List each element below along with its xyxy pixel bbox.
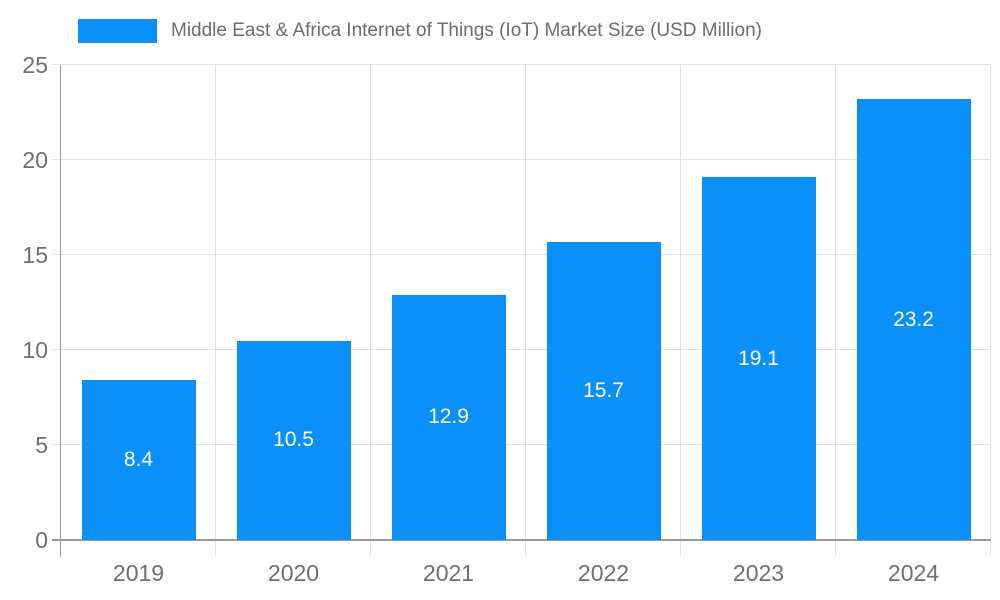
v-gridline [680, 65, 681, 556]
y-tick-mark [52, 64, 61, 65]
y-axis-tick-label: 15 [22, 242, 48, 268]
y-axis-tick-label: 10 [22, 337, 48, 363]
x-axis-tick-label: 2022 [577, 560, 630, 586]
h-gridline [61, 64, 991, 65]
bar-value-label: 12.9 [428, 405, 469, 429]
bar-value-label: 23.2 [893, 307, 934, 331]
y-axis-tick-label: 25 [22, 52, 48, 78]
y-tick-mark [52, 254, 61, 255]
h-gridline [61, 254, 991, 255]
bar-value-label: 15.7 [583, 378, 624, 402]
x-axis-tick-label: 2023 [732, 560, 785, 586]
v-gridline [215, 65, 216, 556]
bar-value-label: 8.4 [123, 448, 154, 472]
x-axis-tick-label: 2019 [112, 560, 165, 586]
bar [856, 99, 971, 540]
bar-value-label: 19.1 [738, 346, 779, 370]
bar [391, 294, 506, 540]
bar [546, 241, 661, 540]
h-gridline [61, 444, 991, 445]
y-tick-mark [52, 349, 61, 350]
x-axis-tick-label: 2024 [887, 560, 940, 586]
x-axis-line [52, 539, 991, 541]
bar [236, 340, 351, 540]
y-axis-line [60, 65, 61, 557]
v-gridline [835, 65, 836, 556]
h-gridline [61, 349, 991, 350]
v-gridline [525, 65, 526, 556]
v-gridline [990, 65, 991, 556]
x-axis-tick-label: 2021 [422, 560, 475, 586]
y-tick-mark [52, 444, 61, 445]
y-tick-mark [52, 159, 61, 160]
y-axis-tick-label: 20 [22, 147, 48, 173]
bar [701, 177, 816, 540]
x-axis-tick-label: 2020 [267, 560, 320, 586]
legend-swatch [78, 19, 157, 43]
legend-label: Middle East & Africa Internet of Things … [171, 20, 762, 41]
y-axis-tick-label: 0 [35, 527, 48, 553]
y-axis-tick-label: 5 [35, 432, 48, 458]
bar [81, 380, 196, 540]
bar-value-label: 10.5 [273, 428, 314, 452]
legend-item[interactable]: Middle East & Africa Internet of Things … [78, 17, 762, 45]
h-gridline [61, 159, 991, 160]
v-gridline [370, 65, 371, 556]
